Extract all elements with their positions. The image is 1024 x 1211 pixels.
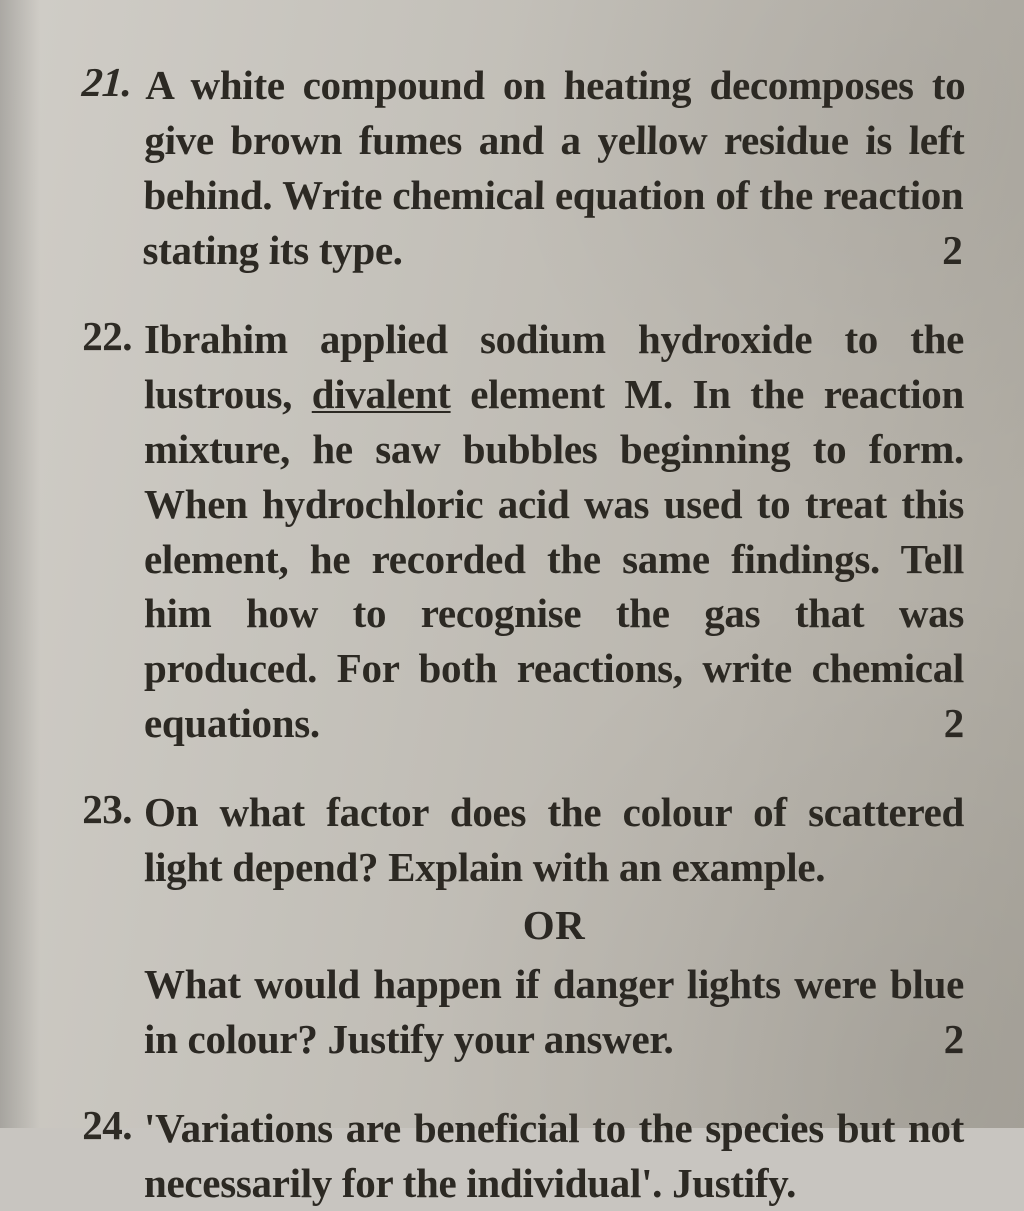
question-body: On what factor does the colour of scatte… bbox=[144, 789, 964, 890]
question-marks: 2 bbox=[944, 1012, 964, 1067]
exam-page: 21. A white compound on heating decompos… bbox=[0, 0, 1024, 1128]
question-marks: 2 bbox=[942, 223, 963, 278]
question-alt-body: What would happen if danger lights were … bbox=[144, 961, 964, 1062]
question-body: 'Variations are beneficial to the specie… bbox=[144, 1105, 964, 1206]
question-alt-text: What would happen if danger lights were … bbox=[144, 957, 964, 1067]
question-body-after: element M. In the reaction mixture, he s… bbox=[144, 371, 964, 747]
question-text: A white compound on heating decomposes t… bbox=[142, 58, 966, 278]
or-separator: OR bbox=[144, 901, 964, 949]
question-number: 24. bbox=[50, 1101, 132, 1149]
underlined-word: divalent bbox=[312, 371, 451, 417]
question-24: 24. 'Variations are beneficial to the sp… bbox=[50, 1101, 964, 1211]
question-number: 22. bbox=[50, 312, 132, 360]
question-text: Ibrahim applied sodium hydroxide to the … bbox=[144, 312, 964, 752]
question-text: 'Variations are beneficial to the specie… bbox=[144, 1101, 964, 1211]
question-body: A white compound on heating decomposes t… bbox=[142, 62, 966, 273]
question-text: On what factor does the colour of scatte… bbox=[144, 785, 964, 895]
page-shadow bbox=[0, 0, 40, 1128]
question-marks: 2 bbox=[944, 696, 964, 751]
question-number: 21. bbox=[48, 58, 133, 106]
question-21: 21. A white compound on heating decompos… bbox=[50, 58, 964, 278]
question-22: 22. Ibrahim applied sodium hydroxide to … bbox=[50, 312, 964, 752]
question-23: 23. On what factor does the colour of sc… bbox=[50, 785, 964, 1067]
question-number: 23. bbox=[50, 785, 132, 833]
